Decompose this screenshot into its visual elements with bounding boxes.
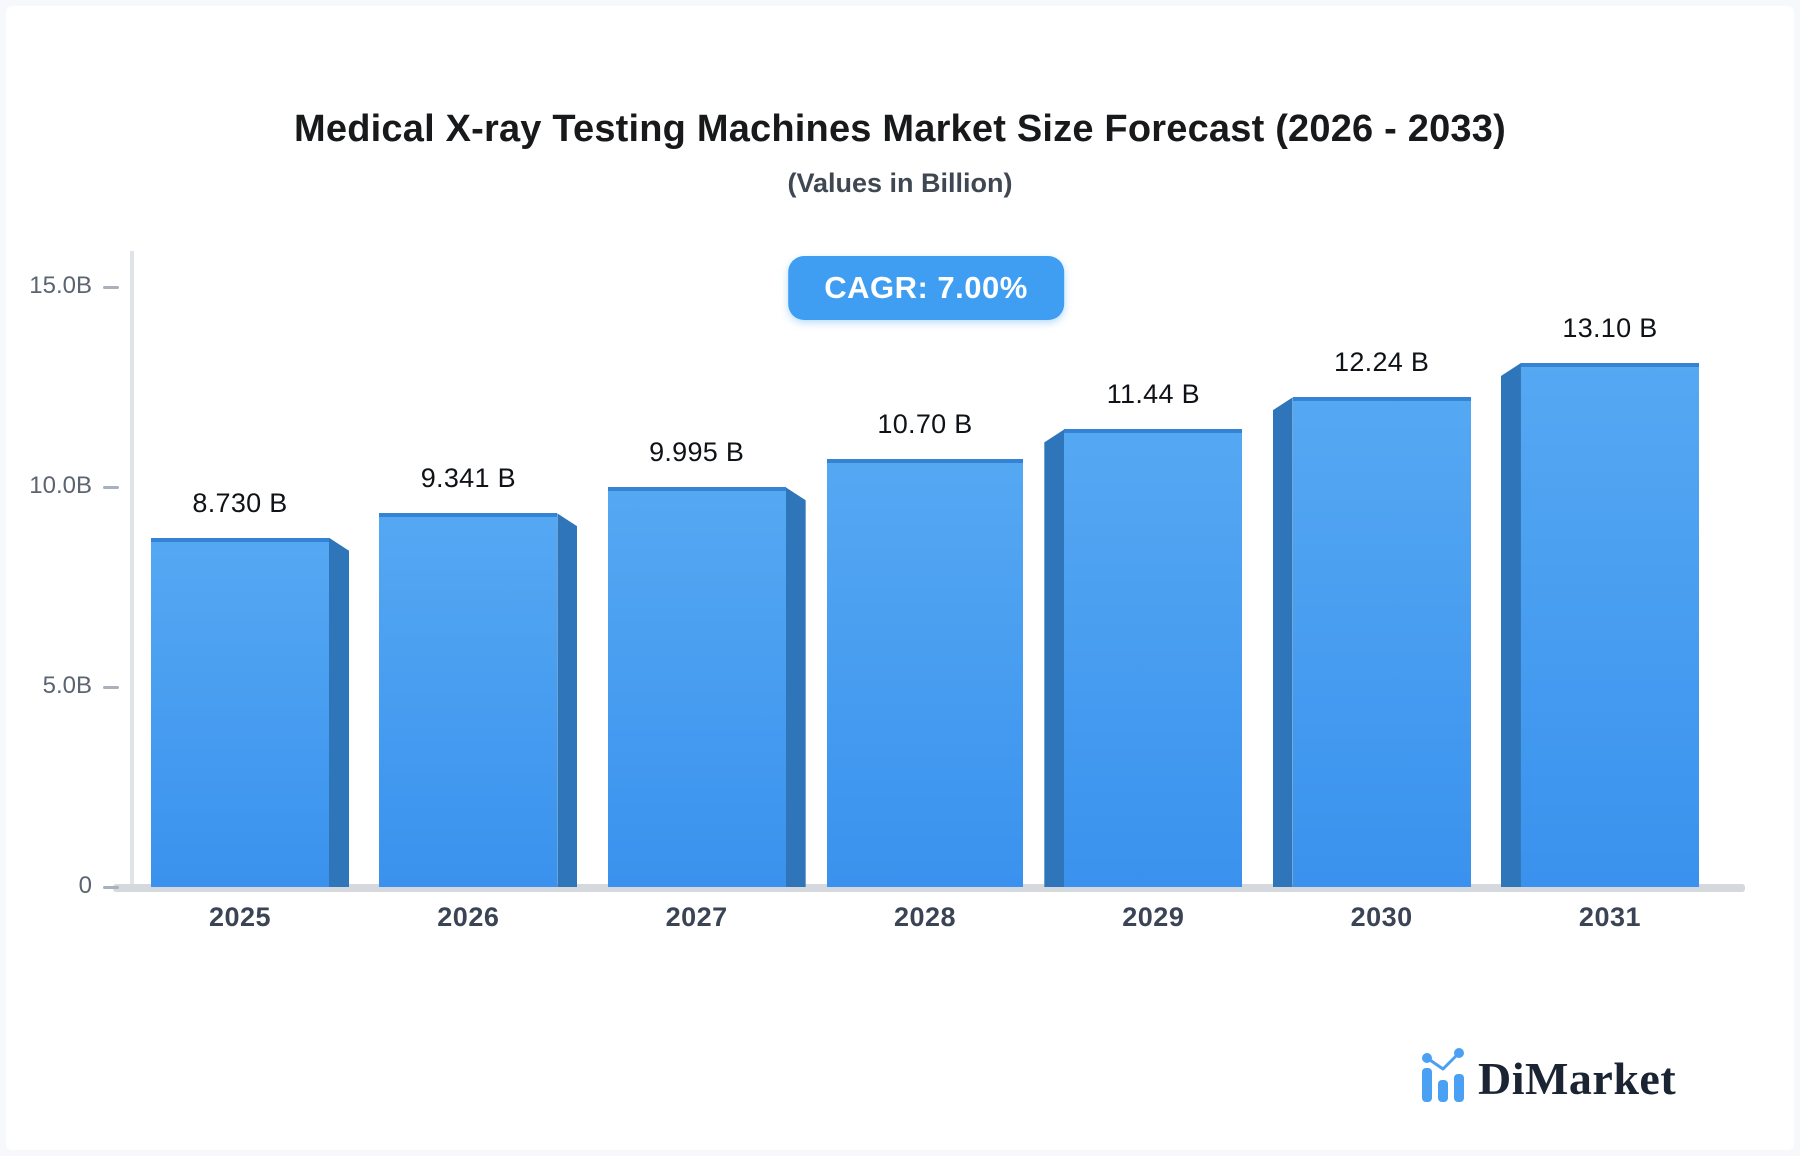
bar-front-face bbox=[1064, 429, 1243, 887]
bar-2027[interactable] bbox=[607, 487, 806, 887]
chart-subtitle: (Values in Billion) bbox=[787, 168, 1013, 198]
bar-2025[interactable] bbox=[151, 537, 349, 887]
y-axis-tick-label-5.0B: 5.0B bbox=[42, 672, 92, 699]
bar-side-face bbox=[1500, 363, 1521, 887]
x-axis-tick-label-2030: 2030 bbox=[1350, 902, 1413, 932]
x-axis-tick-label-2025: 2025 bbox=[208, 902, 272, 932]
x-axis-tick-label-2027: 2027 bbox=[665, 902, 728, 932]
bar-2031[interactable] bbox=[1500, 363, 1699, 887]
bar-top-edge bbox=[607, 487, 786, 492]
bar-top-edge bbox=[1292, 397, 1471, 402]
y-axis-tick-mark bbox=[103, 286, 119, 289]
bar-value-label-2026: 9.341 B bbox=[420, 463, 516, 494]
bar-side-face bbox=[329, 537, 349, 887]
bar-top-edge bbox=[826, 459, 1023, 463]
y-axis-tick-mark bbox=[103, 686, 119, 689]
bar-value-label-2031: 13.10 B bbox=[1562, 313, 1658, 343]
bar-front-face bbox=[607, 487, 786, 887]
bar-side-face bbox=[1272, 397, 1293, 887]
bar-top-edge bbox=[151, 537, 329, 542]
bar-side-face bbox=[1044, 429, 1065, 887]
chart-title: Medical X-ray Testing Machines Market Si… bbox=[294, 108, 1506, 150]
x-axis-tick-label-2026: 2026 bbox=[437, 902, 500, 932]
dimarket-logo[interactable]: DiMarket bbox=[1420, 1040, 1676, 1102]
bar-2030[interactable] bbox=[1272, 397, 1471, 887]
bar-value-label-2028: 10.70 B bbox=[877, 409, 973, 439]
bar-value-label-2029: 11.44 B bbox=[1106, 379, 1200, 410]
mini-bar-chart-logo-icon bbox=[1422, 1048, 1464, 1102]
bar-top-edge bbox=[1064, 429, 1243, 434]
x-axis-tick-label-2029: 2029 bbox=[1122, 902, 1185, 932]
bar-top-edge bbox=[379, 513, 558, 518]
bar-2026[interactable] bbox=[379, 513, 578, 887]
y-axis-tick-mark bbox=[103, 486, 119, 489]
cagr-badge: CAGR: 7.00% bbox=[788, 256, 1064, 320]
y-axis-line bbox=[130, 251, 134, 890]
bar-value-label-2025: 8.730 B bbox=[192, 487, 288, 518]
x-axis-baseline bbox=[113, 884, 1745, 892]
bar-2028[interactable] bbox=[826, 459, 1023, 887]
dimarket-wordmark: DiMarket bbox=[1478, 1053, 1677, 1104]
y-axis-tick-label-0: 0 bbox=[78, 872, 92, 899]
bar-value-label-2030: 12.24 B bbox=[1334, 347, 1430, 378]
x-axis-tick-label-2028: 2028 bbox=[893, 902, 957, 932]
y-axis-tick-label-10.0B: 10.0B bbox=[29, 472, 92, 499]
bar-front-face bbox=[1292, 397, 1471, 887]
bar-value-label-2027: 9.995 B bbox=[649, 437, 745, 468]
bar-top-edge bbox=[1520, 363, 1699, 367]
bar-front-face bbox=[151, 537, 329, 887]
y-axis-tick-label-15.0B: 15.0B bbox=[29, 272, 92, 299]
y-axis-tick-mark bbox=[103, 886, 119, 889]
bar-side-face bbox=[557, 513, 578, 887]
bar-front-face bbox=[379, 513, 558, 887]
bar-front-face bbox=[1520, 363, 1699, 887]
bar-side-face bbox=[785, 487, 806, 887]
x-axis-tick-label-2031: 2031 bbox=[1578, 902, 1641, 932]
bar-2029[interactable] bbox=[1044, 429, 1243, 887]
bar-front-face bbox=[826, 459, 1023, 887]
